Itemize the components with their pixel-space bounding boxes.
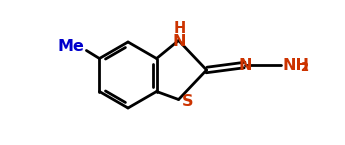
Text: 2: 2 — [300, 61, 309, 74]
Text: S: S — [182, 94, 193, 109]
Text: N: N — [239, 58, 252, 72]
Text: H: H — [174, 21, 186, 36]
Text: N: N — [173, 34, 186, 49]
Text: Me: Me — [58, 39, 85, 54]
Text: NH: NH — [283, 58, 309, 72]
